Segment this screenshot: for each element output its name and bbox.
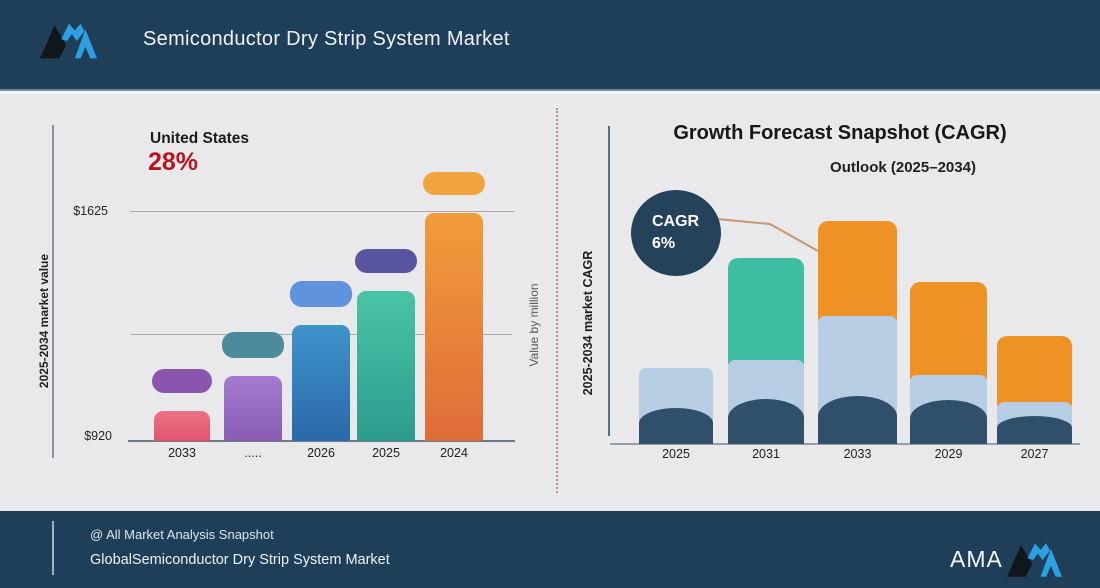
left-x-axis xyxy=(128,440,515,442)
charts-area: 2025-2034 market value $1625 $920 United… xyxy=(0,91,1100,511)
footer-brand-text: AMA xyxy=(950,546,1003,572)
right-bar-2029 xyxy=(910,282,987,444)
right-y-axis-title: 2025-2034 market CAGR xyxy=(581,250,595,396)
panel-divider xyxy=(556,108,558,493)
right-bar-2029-navy-segment xyxy=(910,400,987,444)
footer-report-title: GlobalSemiconductor Dry Strip System Mar… xyxy=(90,552,390,568)
right-chart-subtitle: Outlook (2025–2034) xyxy=(830,159,976,176)
ama-logo-icon xyxy=(40,23,98,59)
left-bar-2024 xyxy=(423,172,485,441)
left-bar-..... xyxy=(222,332,284,441)
left-y-tick-920: $920 xyxy=(84,429,112,443)
left-bar-2026 xyxy=(290,281,352,441)
right-bar-2033-orange-segment xyxy=(818,221,897,320)
footer-divider-line xyxy=(52,521,54,575)
left-y-tick-1625: $1625 xyxy=(73,204,108,218)
header-bar: Semiconductor Dry Strip System Market xyxy=(0,0,1100,91)
value-by-million-label: Value by million xyxy=(527,283,541,367)
right-bar-2027-orange-segment xyxy=(997,336,1072,406)
right-x-tick-2025: 2025 xyxy=(662,447,690,461)
left-chart-title: United States xyxy=(150,130,250,147)
left-x-tick-2024: 2024 xyxy=(440,446,468,460)
left-bar-cap-2026 xyxy=(290,281,352,307)
cagr-badge-value: 6% xyxy=(652,235,676,252)
left-x-tick-.....: ..... xyxy=(244,446,262,460)
left-bar-cap-2025 xyxy=(355,249,417,273)
left-y-axis-title: 2025-2034 market value xyxy=(37,253,51,389)
right-bar-2025-navy-segment xyxy=(639,408,713,444)
right-bar-2033 xyxy=(818,221,897,444)
left-gridline-upper xyxy=(130,211,515,212)
right-bar-2031-navy-segment xyxy=(728,399,804,444)
cagr-badge: CAGR 6% xyxy=(631,190,721,276)
left-x-tick-2025: 2025 xyxy=(372,446,400,460)
right-x-tick-2033: 2033 xyxy=(843,447,872,461)
left-y-axis xyxy=(52,125,54,458)
right-bar-2027-navy-segment xyxy=(997,416,1072,444)
right-x-axis xyxy=(610,443,1080,445)
left-x-tick-2026: 2026 xyxy=(307,446,335,460)
right-x-tick-2027: 2027 xyxy=(1020,447,1049,461)
cagr-badge-label: CAGR xyxy=(652,213,700,231)
right-bar-2029-orange-segment xyxy=(910,282,987,379)
right-bar-2031 xyxy=(728,258,804,444)
left-bar-cap-2024 xyxy=(423,172,485,195)
right-bar-2027 xyxy=(997,336,1072,444)
ama-logo-icon xyxy=(1007,543,1063,577)
right-chart-title: Growth Forecast Snapshot (CAGR) xyxy=(673,122,1007,144)
left-bar-2025 xyxy=(355,249,417,441)
footer-credit: @ All Market Analysis Snapshot xyxy=(90,527,274,542)
right-x-tick-2031: 2031 xyxy=(752,447,780,461)
left-chart-highlight-pct: 28% xyxy=(148,148,199,176)
right-x-tick-2029: 2029 xyxy=(934,447,963,461)
left-bar-2033 xyxy=(152,369,212,441)
left-bar-cap-2033 xyxy=(152,369,212,393)
right-bar-2031-teal-segment xyxy=(728,258,804,364)
right-y-axis xyxy=(608,126,610,436)
page-title: Semiconductor Dry Strip System Market xyxy=(143,28,510,50)
left-x-tick-2033: 2033 xyxy=(168,446,196,460)
left-bar-cap-..... xyxy=(222,332,284,358)
footer-bar: @ All Market Analysis Snapshot GlobalSem… xyxy=(0,511,1100,588)
right-bar-2033-navy-segment xyxy=(818,396,897,444)
right-bar-2025 xyxy=(639,368,713,444)
